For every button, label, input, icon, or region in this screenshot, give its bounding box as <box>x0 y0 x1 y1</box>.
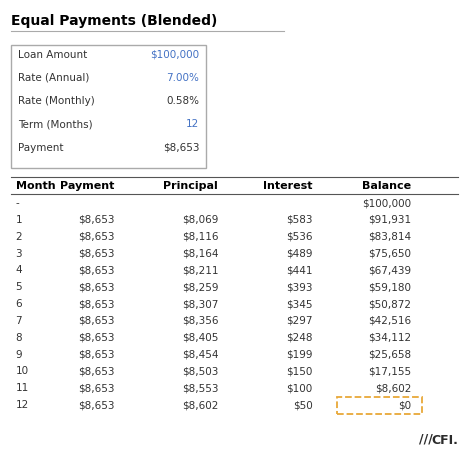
Text: $8,069: $8,069 <box>182 215 218 225</box>
Text: $8,405: $8,405 <box>182 333 218 343</box>
Text: $67,439: $67,439 <box>368 266 411 275</box>
Text: 6: 6 <box>16 299 22 309</box>
Text: Balance: Balance <box>362 181 411 191</box>
Text: $100,000: $100,000 <box>150 49 199 60</box>
Text: $8,653: $8,653 <box>78 299 115 309</box>
Text: 12: 12 <box>186 119 199 129</box>
Text: $8,653: $8,653 <box>163 142 199 153</box>
Text: $8,553: $8,553 <box>182 383 218 393</box>
Text: 9: 9 <box>16 349 22 360</box>
Text: $83,814: $83,814 <box>368 232 411 242</box>
Text: $8,454: $8,454 <box>182 349 218 360</box>
Text: $583: $583 <box>286 215 312 225</box>
Text: $34,112: $34,112 <box>368 333 411 343</box>
Text: $8,653: $8,653 <box>78 383 115 393</box>
Text: Month: Month <box>16 181 55 191</box>
Text: $8,602: $8,602 <box>182 400 218 410</box>
FancyBboxPatch shape <box>337 397 422 414</box>
Text: $8,259: $8,259 <box>182 282 218 292</box>
Text: 7: 7 <box>16 316 22 326</box>
FancyBboxPatch shape <box>11 44 206 168</box>
Text: Equal Payments (Blended): Equal Payments (Blended) <box>11 14 217 28</box>
Text: $50,872: $50,872 <box>368 299 411 309</box>
Text: $199: $199 <box>286 349 312 360</box>
Text: $8,307: $8,307 <box>182 299 218 309</box>
Text: $297: $297 <box>286 316 312 326</box>
Text: $50: $50 <box>292 400 312 410</box>
Text: $248: $248 <box>286 333 312 343</box>
Text: $8,653: $8,653 <box>78 366 115 376</box>
Text: 8: 8 <box>16 333 22 343</box>
Text: $42,516: $42,516 <box>368 316 411 326</box>
Text: $8,503: $8,503 <box>182 366 218 376</box>
Text: 10: 10 <box>16 366 28 376</box>
Text: Loan Amount: Loan Amount <box>18 49 87 60</box>
Text: $150: $150 <box>286 366 312 376</box>
Text: $8,602: $8,602 <box>375 383 411 393</box>
Text: CFI.: CFI. <box>432 434 458 447</box>
Text: 11: 11 <box>16 383 29 393</box>
Text: $8,653: $8,653 <box>78 215 115 225</box>
Text: $17,155: $17,155 <box>368 366 411 376</box>
Text: $489: $489 <box>286 249 312 259</box>
Text: Payment: Payment <box>60 181 115 191</box>
Text: 12: 12 <box>16 400 29 410</box>
Text: $8,116: $8,116 <box>182 232 218 242</box>
Text: -: - <box>16 198 19 208</box>
Text: $8,653: $8,653 <box>78 266 115 275</box>
Text: Rate (Annual): Rate (Annual) <box>18 73 89 83</box>
Text: $8,653: $8,653 <box>78 282 115 292</box>
Text: $441: $441 <box>286 266 312 275</box>
Text: Payment: Payment <box>18 142 64 153</box>
Text: $8,653: $8,653 <box>78 232 115 242</box>
Text: $536: $536 <box>286 232 312 242</box>
Text: 1: 1 <box>16 215 22 225</box>
Text: $59,180: $59,180 <box>368 282 411 292</box>
Text: $393: $393 <box>286 282 312 292</box>
Text: $8,653: $8,653 <box>78 316 115 326</box>
Text: $0: $0 <box>398 400 411 410</box>
Text: 7.00%: 7.00% <box>166 73 199 83</box>
Text: $8,211: $8,211 <box>182 266 218 275</box>
Text: $8,356: $8,356 <box>182 316 218 326</box>
Text: 0.58%: 0.58% <box>166 96 199 106</box>
Text: 2: 2 <box>16 232 22 242</box>
Text: 3: 3 <box>16 249 22 259</box>
Text: $25,658: $25,658 <box>368 349 411 360</box>
Text: $91,931: $91,931 <box>368 215 411 225</box>
Text: 4: 4 <box>16 266 22 275</box>
Text: $8,653: $8,653 <box>78 333 115 343</box>
Text: ///: /// <box>419 432 433 445</box>
Text: Term (Months): Term (Months) <box>18 119 92 129</box>
Text: Interest: Interest <box>263 181 312 191</box>
Text: $75,650: $75,650 <box>368 249 411 259</box>
Text: $8,653: $8,653 <box>78 349 115 360</box>
Text: $100,000: $100,000 <box>362 198 411 208</box>
Text: $345: $345 <box>286 299 312 309</box>
Text: $8,653: $8,653 <box>78 249 115 259</box>
Text: Rate (Monthly): Rate (Monthly) <box>18 96 95 106</box>
Text: Principal: Principal <box>164 181 218 191</box>
Text: $8,164: $8,164 <box>182 249 218 259</box>
Text: $100: $100 <box>286 383 312 393</box>
Text: $8,653: $8,653 <box>78 400 115 410</box>
Text: 5: 5 <box>16 282 22 292</box>
